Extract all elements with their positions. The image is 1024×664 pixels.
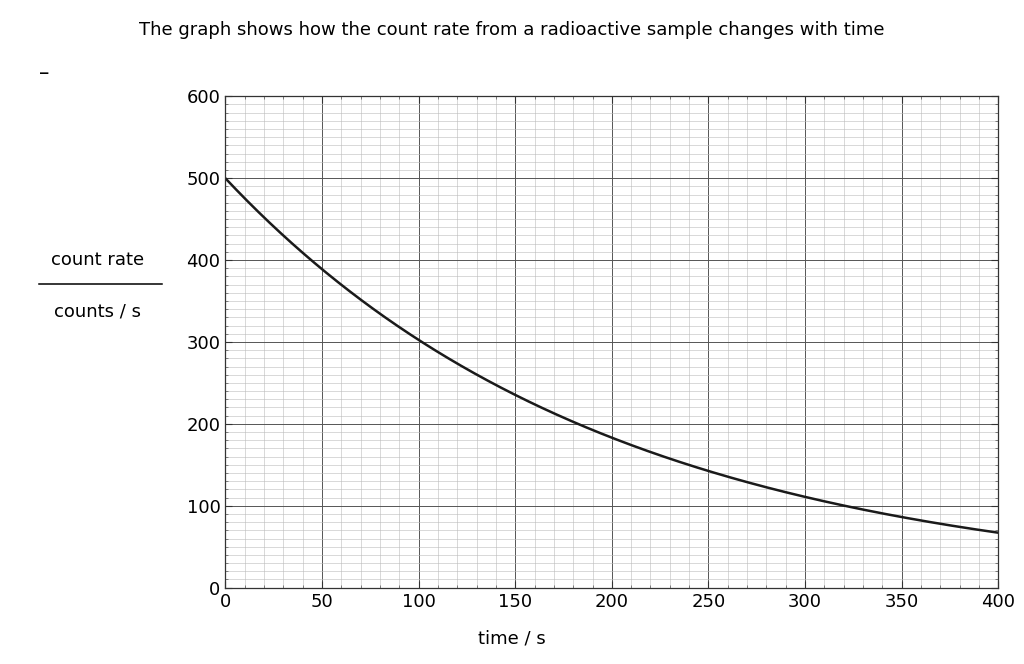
Text: time / s: time / s: [478, 629, 546, 647]
Text: –: –: [39, 63, 49, 83]
Text: count rate: count rate: [51, 251, 143, 269]
Text: counts / s: counts / s: [54, 302, 140, 320]
Text: The graph shows how the count rate from a radioactive sample changes with time: The graph shows how the count rate from …: [139, 21, 885, 39]
